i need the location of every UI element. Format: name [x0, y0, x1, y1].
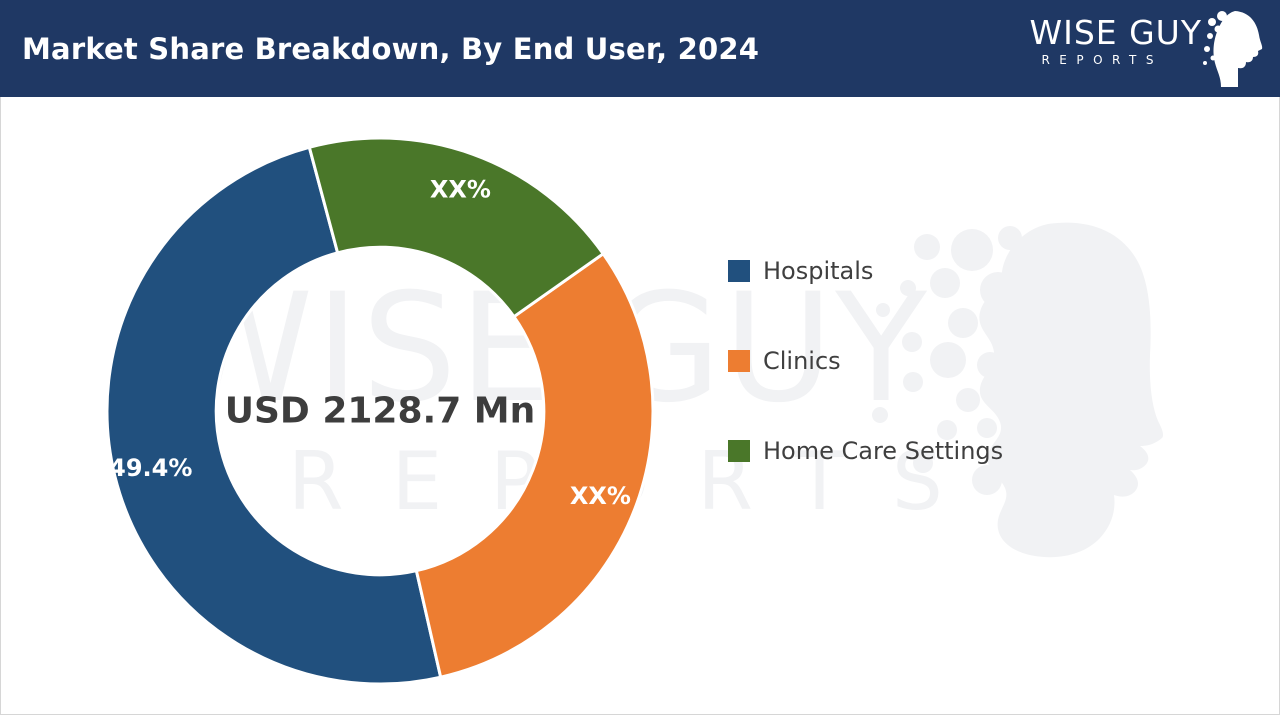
legend-swatch-icon: [728, 350, 750, 372]
chart-center-value: USD 2128.7 Mn: [224, 390, 536, 432]
donut-chart: 49.4% XX% XX%: [105, 136, 655, 686]
header-bar: Market Share Breakdown, By End User, 202…: [0, 0, 1280, 97]
slice-percentage-label: XX%: [570, 482, 631, 510]
page-title: Market Share Breakdown, By End User, 202…: [22, 31, 760, 66]
brand-logo: WISE GUY REPORTS: [1029, 13, 1202, 67]
legend-item-hospitals: Hospitals: [728, 257, 1003, 285]
chart-legend: Hospitals Clinics Home Care Settings: [728, 257, 1004, 529]
watermark-face-graphic: [872, 222, 1164, 558]
slice-percentage-label: XX%: [430, 175, 491, 203]
legend-swatch-icon: [728, 260, 750, 282]
legend-item-clinics: Clinics: [728, 347, 1003, 375]
legend-label: Home Care Settings: [763, 437, 1004, 465]
legend-swatch-icon: [728, 440, 750, 462]
donut-slice-hospitals: [105, 145, 443, 686]
slice-percentage-label: 49.4%: [109, 454, 192, 482]
donut-slice-home-care-settings: [307, 136, 606, 319]
legend-item-home-care-settings: Home Care Settings: [728, 437, 1004, 465]
brand-logo-face-icon: [1203, 11, 1263, 87]
legend-label: Hospitals: [763, 257, 874, 285]
brand-logo-subtext: REPORTS: [1041, 52, 1163, 67]
donut-slice-clinics: [414, 251, 655, 679]
brand-logo-wordmark: WISE GUY: [1029, 13, 1202, 52]
legend-label: Clinics: [763, 347, 841, 375]
watermark-head-silhouette-icon: [979, 222, 1164, 558]
